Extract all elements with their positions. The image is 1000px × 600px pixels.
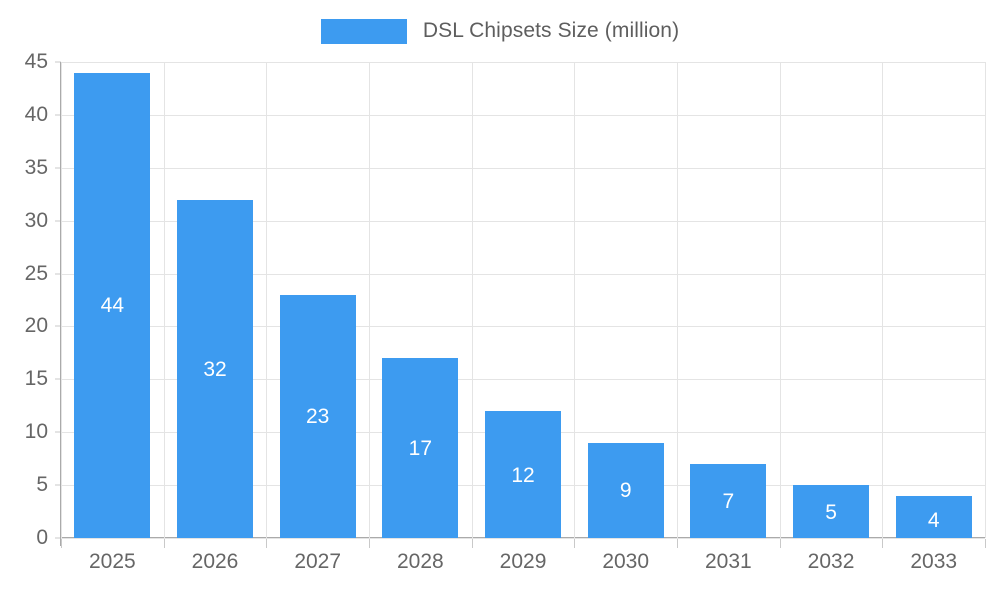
- x-axis-tick-mark: [471, 539, 473, 548]
- bar-value-label: 32: [203, 357, 227, 381]
- chart-legend: DSL Chipsets Size (million): [0, 16, 1000, 46]
- bar-2029[interactable]: 12: [485, 411, 561, 538]
- bar-2025[interactable]: 44: [74, 72, 151, 538]
- x-axis-tick-label: 2026: [191, 550, 239, 573]
- y-axis-tick-labels: 0 5 10 15 20 25 30 35 40 45: [0, 50, 61, 549]
- bar-value-label: 4: [927, 508, 940, 532]
- y-axis-tick-label: 40: [24, 102, 48, 126]
- bar-2027[interactable]: 23: [279, 294, 356, 538]
- x-axis-tick-label: 2031: [705, 550, 752, 573]
- bar-2033[interactable]: 4: [895, 495, 972, 538]
- bar-slot: 4: [882, 62, 985, 538]
- x-axis-tick-mark: [985, 539, 986, 548]
- x-axis-tick-label: 2028: [396, 550, 444, 573]
- y-axis-tick-label: 15: [24, 367, 48, 391]
- y-axis-tick-mark: [55, 484, 61, 486]
- x-axis-tick-labels: 2025 2026 2027 2028 2029 2030 2031 2032 2033: [61, 545, 985, 585]
- bar-slot: 32: [164, 62, 267, 538]
- legend-color-swatch-icon: [320, 18, 407, 44]
- bar-2031[interactable]: 7: [690, 463, 767, 538]
- gridline-vertical: [985, 62, 986, 538]
- bar-value-label: 17: [408, 437, 433, 461]
- y-axis-tick-mark: [55, 273, 61, 275]
- bar-series-dsl-chipsets-size: 44 32 23 17 12 9 7 5 4: [61, 62, 985, 538]
- y-axis-tick-label: 25: [24, 261, 48, 285]
- bar-slot: 9: [574, 62, 677, 538]
- y-axis-tick-label: 35: [24, 155, 48, 179]
- bar-2028[interactable]: 17: [382, 358, 459, 538]
- bar-value-label: 7: [722, 489, 735, 513]
- x-axis-tick-mark: [882, 539, 884, 548]
- x-axis-tick-label: 2025: [88, 550, 136, 573]
- bar-value-label: 9: [619, 479, 632, 503]
- y-axis-tick-label: 20: [24, 314, 48, 338]
- legend-item-dsl-chipsets-size[interactable]: DSL Chipsets Size (million): [320, 18, 680, 44]
- x-axis-tick-mark: [779, 539, 781, 548]
- y-axis-tick-label: 45: [24, 50, 48, 73]
- y-axis-tick-mark: [55, 220, 61, 222]
- plot-area: 44 32 23 17 12 9 7 5 4: [61, 62, 986, 539]
- y-axis-tick-label: 10: [24, 420, 48, 444]
- bar-2026[interactable]: 32: [177, 199, 253, 538]
- bar-slot: 17: [369, 62, 472, 538]
- bar-slot: 7: [677, 62, 780, 538]
- x-axis-tick-mark: [266, 539, 268, 548]
- y-axis-tick-mark: [55, 378, 61, 380]
- bar-2032[interactable]: 5: [793, 485, 870, 538]
- x-axis-tick-label: 2030: [602, 550, 650, 573]
- x-axis-tick-mark: [163, 539, 165, 548]
- x-axis-tick-mark: [677, 539, 678, 548]
- legend-label: DSL Chipsets Size (million): [422, 19, 680, 42]
- y-axis-tick-label: 0: [36, 526, 48, 549]
- x-axis-tick-label: 2027: [294, 550, 342, 573]
- y-axis-tick-label: 30: [24, 208, 48, 232]
- y-axis-tick-label: 5: [36, 473, 48, 497]
- bar-slot: 12: [472, 62, 575, 538]
- bar-slot: 5: [780, 62, 883, 538]
- y-axis-tick-mark: [55, 325, 61, 327]
- bar-value-label: 12: [511, 463, 535, 487]
- y-axis-tick-mark: [55, 537, 61, 539]
- x-axis-tick-mark: [61, 539, 62, 548]
- y-axis-tick-mark: [55, 167, 61, 169]
- bar-value-label: 5: [825, 500, 837, 524]
- y-axis-tick-mark: [55, 114, 61, 116]
- y-axis-tick-mark: [55, 61, 61, 63]
- bar-value-label: 23: [305, 405, 330, 429]
- x-axis-tick-label: 2033: [910, 550, 958, 573]
- bar-value-label: 44: [100, 294, 124, 318]
- bar-slot: 23: [266, 62, 369, 538]
- x-axis-tick-mark: [369, 539, 370, 548]
- x-axis-tick-label: 2032: [807, 550, 855, 573]
- bar-2030[interactable]: 9: [587, 442, 664, 538]
- x-axis-tick-mark: [574, 539, 576, 548]
- x-axis-tick-label: 2029: [499, 550, 547, 573]
- bar-slot: 44: [61, 62, 164, 538]
- y-axis-tick-mark: [55, 431, 61, 433]
